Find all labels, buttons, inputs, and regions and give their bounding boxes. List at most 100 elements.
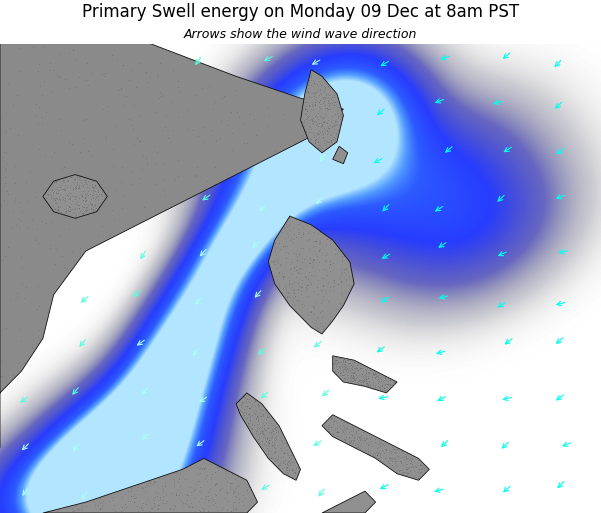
Point [307, 71, 316, 79]
Point [53, 205, 63, 213]
Point [8, 371, 18, 379]
Point [314, 97, 324, 106]
Point [347, 371, 356, 380]
Point [81, 196, 90, 205]
Point [204, 496, 214, 504]
Point [138, 506, 147, 513]
Point [335, 364, 344, 372]
Point [380, 441, 390, 449]
Point [233, 471, 243, 480]
Point [52, 205, 61, 213]
Point [51, 177, 61, 185]
Point [302, 284, 311, 292]
Point [374, 439, 384, 447]
Point [8, 101, 17, 109]
Point [86, 69, 96, 77]
Point [352, 433, 362, 441]
Point [304, 84, 313, 92]
Point [343, 375, 352, 383]
Point [382, 387, 391, 395]
Point [73, 172, 83, 181]
Point [175, 488, 185, 497]
Point [254, 402, 263, 410]
Point [92, 178, 102, 186]
Point [144, 477, 154, 485]
Point [221, 494, 230, 502]
Point [73, 506, 82, 513]
Point [317, 328, 326, 336]
Point [334, 363, 344, 371]
Point [330, 367, 340, 376]
Point [377, 381, 386, 389]
Point [347, 423, 356, 431]
Point [61, 204, 71, 212]
Point [81, 115, 91, 123]
Point [175, 495, 185, 503]
Point [367, 452, 377, 461]
Point [70, 175, 79, 184]
Point [325, 86, 335, 94]
Point [169, 477, 179, 485]
Point [325, 316, 335, 324]
Point [83, 81, 93, 89]
Point [367, 437, 376, 445]
Point [252, 411, 261, 420]
Point [79, 116, 89, 124]
Point [389, 444, 398, 452]
Point [47, 186, 56, 194]
Point [284, 277, 294, 285]
Point [197, 494, 206, 502]
Polygon shape [322, 415, 429, 480]
Point [325, 267, 335, 275]
Point [330, 110, 340, 119]
Point [5, 296, 14, 304]
Point [374, 453, 383, 462]
Point [173, 156, 183, 164]
Point [253, 437, 263, 445]
Point [359, 434, 369, 442]
Point [175, 88, 185, 96]
Point [266, 447, 276, 456]
Point [273, 461, 283, 469]
Point [149, 496, 159, 504]
Point [275, 245, 284, 253]
Point [149, 478, 159, 486]
Point [239, 119, 249, 127]
Point [363, 382, 373, 390]
Point [332, 359, 342, 367]
Point [337, 371, 346, 379]
Point [54, 209, 64, 217]
Point [212, 479, 221, 487]
Point [266, 453, 275, 462]
Point [338, 354, 347, 363]
Point [384, 463, 394, 471]
Point [361, 374, 371, 382]
Point [334, 427, 343, 436]
Point [52, 507, 61, 513]
Point [325, 122, 334, 130]
Point [341, 364, 350, 372]
Point [278, 273, 288, 281]
Point [359, 372, 368, 380]
Point [322, 234, 332, 243]
Point [293, 463, 302, 471]
Point [203, 496, 212, 504]
Point [47, 152, 56, 161]
Point [165, 504, 175, 512]
Point [313, 313, 323, 321]
Point [253, 416, 263, 424]
Point [49, 207, 58, 215]
Point [116, 507, 126, 513]
Point [71, 214, 81, 222]
Point [312, 283, 322, 291]
Point [397, 457, 406, 465]
Point [374, 447, 384, 455]
Point [190, 171, 200, 179]
Point [305, 102, 314, 110]
Point [166, 489, 175, 498]
Point [273, 463, 283, 471]
Point [172, 467, 182, 476]
Point [54, 505, 64, 513]
Point [401, 463, 411, 471]
Point [61, 186, 70, 194]
